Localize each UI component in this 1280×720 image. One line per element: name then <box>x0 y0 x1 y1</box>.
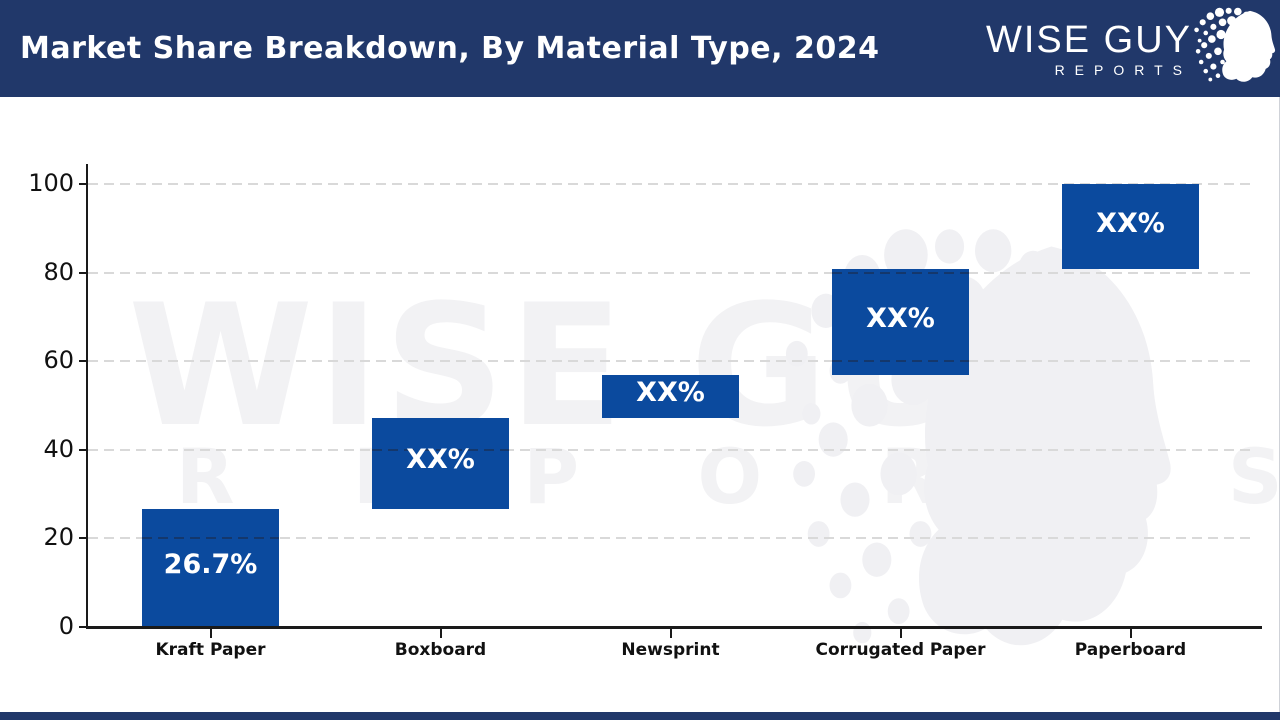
x-tick-mark <box>899 629 902 638</box>
brand-logo: WISE GUY REPORTS <box>986 20 1192 79</box>
bar-value-label: XX% <box>636 377 705 409</box>
gridline-20 <box>88 537 1255 540</box>
y-tick-mark <box>79 448 87 451</box>
y-tick-label: 80 <box>43 257 74 286</box>
x-tick-mark <box>209 629 212 638</box>
bar-kraft-paper: 26.7% <box>142 508 279 627</box>
y-tick-label: 100 <box>28 169 74 198</box>
x-tick-mark <box>669 629 672 638</box>
footer-bar <box>0 712 1280 720</box>
x-tick-mark <box>1129 629 1132 638</box>
y-tick-label: 20 <box>43 523 74 552</box>
bar-value-label: XX% <box>866 303 935 335</box>
y-tick-label: 0 <box>58 612 74 640</box>
x-axis-line <box>86 626 1262 629</box>
brand-logo-wordmark: WISE GUY <box>985 19 1192 61</box>
bar-value-label: 26.7% <box>163 548 258 580</box>
waterfall-chart: 0 20 40 60 80 100 26.7% Kraft Paper XX% Boxboard X… <box>0 97 1280 712</box>
y-tick-mark <box>79 537 87 540</box>
bar-newsprint: XX% <box>602 375 739 418</box>
y-tick-mark <box>79 271 87 274</box>
x-tick-mark <box>439 629 442 638</box>
bar-corrugated-paper: XX% <box>832 268 969 376</box>
bar-boxboard: XX% <box>372 417 509 509</box>
gridline-over-bar <box>372 448 509 451</box>
gridline-over-bar <box>832 360 969 363</box>
gridline-100 <box>88 183 1255 186</box>
gridline-over-bar <box>142 537 279 540</box>
gridline-over-bar <box>832 271 969 274</box>
brand-logo-subtitle: REPORTS <box>1054 62 1192 78</box>
category-label-paperboard: Paperboard <box>1074 640 1187 660</box>
y-axis-line <box>86 164 88 627</box>
gridline-40 <box>88 448 1255 451</box>
bar-value-label: XX% <box>406 444 475 476</box>
y-tick-label: 60 <box>43 346 74 375</box>
category-label-kraft-paper: Kraft Paper <box>155 640 266 660</box>
bar-value-label: XX% <box>1096 207 1165 239</box>
header-bar: Market Share Breakdown, By Material Type… <box>0 0 1280 97</box>
y-tick-label: 40 <box>43 434 74 463</box>
category-label-boxboard: Boxboard <box>394 640 487 660</box>
bar-paperboard: XX% <box>1062 184 1199 269</box>
gridline-60 <box>88 360 1255 363</box>
y-tick-mark <box>79 360 87 363</box>
brand-head-icon <box>1194 7 1276 82</box>
category-label-newsprint: Newsprint <box>621 640 720 660</box>
category-label-corrugated-paper: Corrugated Paper <box>815 640 986 660</box>
gridline-80 <box>88 271 1255 274</box>
y-tick-mark <box>79 183 87 186</box>
y-tick-mark <box>79 626 87 628</box>
page-title: Market Share Breakdown, By Material Type… <box>20 31 880 66</box>
